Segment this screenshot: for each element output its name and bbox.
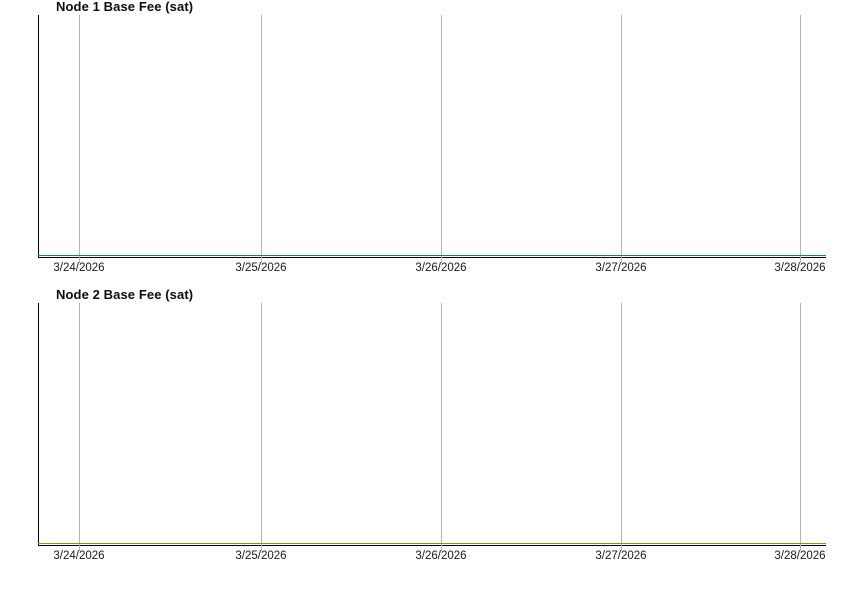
gridline-node1-4 xyxy=(800,15,801,258)
x-tick-label-node2-3: 3/27/2026 xyxy=(595,550,647,562)
x-tick-node2-0 xyxy=(79,546,80,551)
x-tick-node1-0 xyxy=(79,258,80,263)
chart-title-node2: Node 2 Base Fee (sat) xyxy=(56,287,194,302)
y-axis-line-node1 xyxy=(38,15,39,258)
x-tick-label-node1-2: 3/26/2026 xyxy=(415,262,467,274)
x-tick-label-node1-1: 3/25/2026 xyxy=(235,262,287,274)
gridline-node1-1 xyxy=(261,15,262,258)
x-tick-label-node2-1: 3/25/2026 xyxy=(235,550,287,562)
gridline-node2-2 xyxy=(441,303,442,546)
x-tick-node2-3 xyxy=(621,546,622,551)
gridline-node2-3 xyxy=(621,303,622,546)
plot-area-node2 xyxy=(38,303,826,551)
gridline-node2-0 xyxy=(79,303,80,546)
x-tick-node2-4 xyxy=(800,546,801,551)
x-tick-label-node2-0: 3/24/2026 xyxy=(53,550,105,562)
plot-area-node1 xyxy=(38,15,826,263)
x-tick-node1-1 xyxy=(261,258,262,263)
x-tick-node1-3 xyxy=(621,258,622,263)
chart-title-node1: Node 1 Base Fee (sat) xyxy=(56,0,194,14)
series-line-node2 xyxy=(38,543,826,544)
x-tick-label-node1-4: 3/28/2026 xyxy=(774,262,826,274)
x-tick-label-node2-4: 3/28/2026 xyxy=(774,550,826,562)
x-tick-labels-node1: 3/24/2026 3/25/2026 3/26/2026 3/27/2026 … xyxy=(38,262,826,278)
series-line-node1 xyxy=(38,255,826,256)
x-tick-labels-node2: 3/24/2026 3/25/2026 3/26/2026 3/27/2026 … xyxy=(38,550,826,566)
gridline-node1-0 xyxy=(79,15,80,258)
x-tick-node1-4 xyxy=(800,258,801,263)
x-axis-line-node1 xyxy=(38,257,826,258)
x-axis-line-node2 xyxy=(38,545,826,546)
gridline-node1-2 xyxy=(441,15,442,258)
x-tick-node2-2 xyxy=(441,546,442,551)
x-tick-node1-2 xyxy=(441,258,442,263)
x-tick-label-node1-0: 3/24/2026 xyxy=(53,262,105,274)
x-tick-label-node1-3: 3/27/2026 xyxy=(595,262,647,274)
x-tick-label-node2-2: 3/26/2026 xyxy=(415,550,467,562)
gridline-node2-1 xyxy=(261,303,262,546)
chart-panel-node2: Node 2 Base Fee (sat) 3/24/2026 3/25/202… xyxy=(0,288,860,580)
chart-panel-node1: Node 1 Base Fee (sat) 3/24/2026 3/25/202… xyxy=(0,0,860,290)
gridline-node2-4 xyxy=(800,303,801,546)
y-axis-line-node2 xyxy=(38,303,39,546)
gridline-node1-3 xyxy=(621,15,622,258)
x-tick-node2-1 xyxy=(261,546,262,551)
